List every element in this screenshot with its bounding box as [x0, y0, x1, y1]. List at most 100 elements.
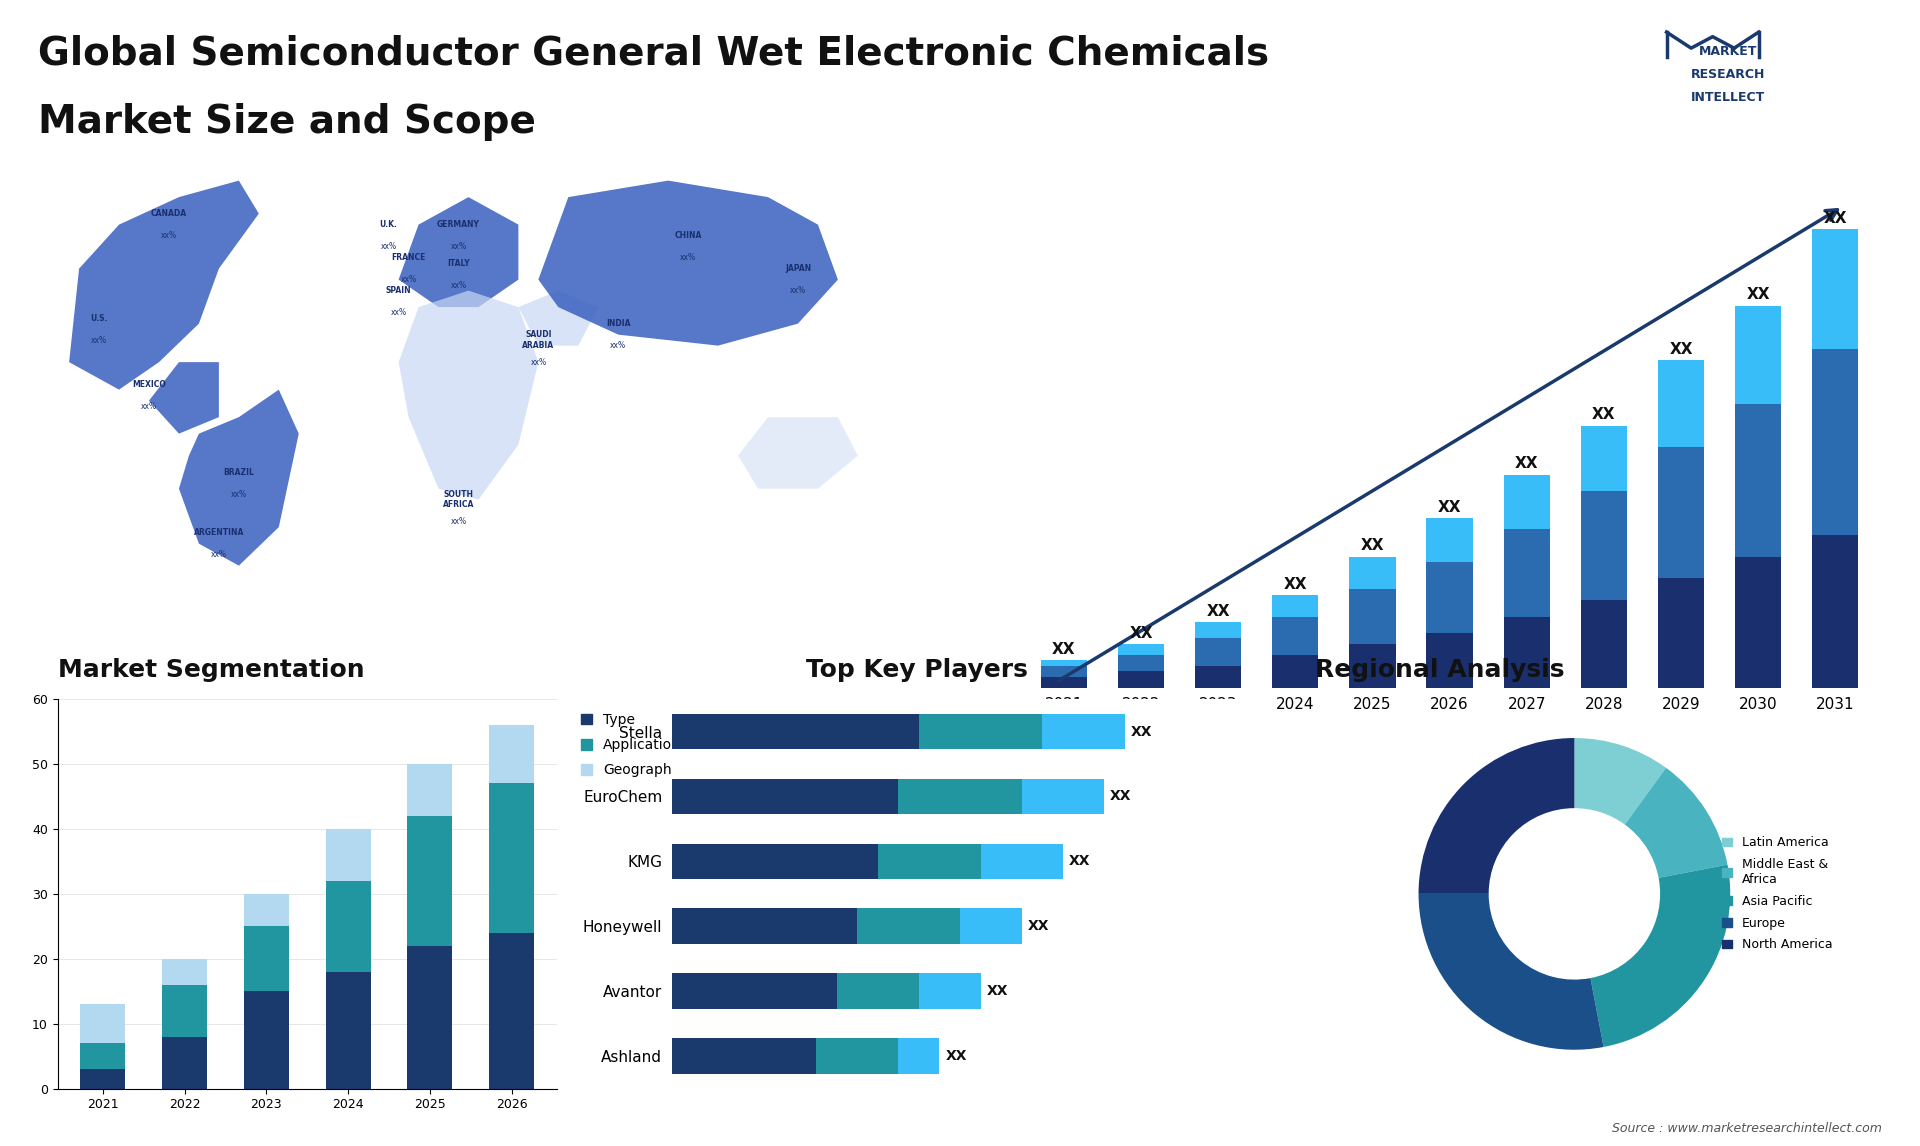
Text: BRAZIL: BRAZIL: [223, 468, 253, 477]
Bar: [816, 1038, 899, 1074]
Text: xx%: xx%: [611, 342, 626, 351]
Bar: [81, 1069, 125, 1089]
Bar: [672, 843, 877, 879]
Text: XX: XX: [1131, 724, 1152, 738]
Bar: [899, 778, 1021, 815]
Bar: [920, 714, 1043, 749]
Bar: [899, 1038, 939, 1074]
Text: Market Size and Scope: Market Size and Scope: [38, 103, 536, 141]
Bar: [981, 843, 1064, 879]
Bar: [407, 945, 453, 1089]
Bar: [1657, 447, 1705, 579]
Legend: Type, Application, Geography: Type, Application, Geography: [574, 706, 687, 784]
Wedge shape: [1419, 894, 1603, 1050]
Bar: [1273, 617, 1319, 654]
Bar: [1021, 778, 1104, 815]
Bar: [244, 926, 288, 991]
Polygon shape: [399, 197, 518, 307]
Bar: [326, 881, 371, 972]
Bar: [1427, 562, 1473, 633]
Bar: [81, 1043, 125, 1069]
Bar: [1041, 666, 1087, 676]
Text: xx%: xx%: [140, 401, 157, 410]
Bar: [1736, 403, 1782, 557]
Text: INDIA: INDIA: [607, 319, 630, 328]
Bar: [1657, 579, 1705, 688]
Text: XX: XX: [1515, 456, 1538, 471]
Polygon shape: [69, 181, 259, 390]
Bar: [1043, 714, 1125, 749]
Text: RESEARCH: RESEARCH: [1692, 68, 1764, 81]
Bar: [1580, 601, 1626, 688]
Polygon shape: [518, 291, 599, 346]
Bar: [490, 933, 534, 1089]
Text: U.K.: U.K.: [380, 220, 397, 229]
Text: JAPAN: JAPAN: [785, 264, 810, 273]
Bar: [161, 1037, 207, 1089]
Text: CANADA: CANADA: [152, 209, 186, 218]
Text: xx%: xx%: [451, 281, 467, 290]
Bar: [960, 909, 1021, 944]
Bar: [1812, 229, 1859, 350]
Text: XX: XX: [1110, 790, 1131, 803]
Bar: [837, 973, 920, 1010]
Text: xx%: xx%: [451, 517, 467, 526]
Bar: [1041, 676, 1087, 688]
Bar: [161, 959, 207, 984]
Bar: [244, 991, 288, 1089]
Bar: [161, 984, 207, 1037]
Bar: [920, 973, 981, 1010]
Bar: [326, 829, 371, 881]
Text: SAUDI
ARABIA: SAUDI ARABIA: [522, 330, 555, 350]
Text: SPAIN: SPAIN: [386, 286, 411, 296]
Bar: [1273, 654, 1319, 688]
Bar: [1503, 529, 1549, 617]
Bar: [672, 714, 920, 749]
Text: XX: XX: [1027, 919, 1050, 933]
Bar: [1350, 589, 1396, 644]
Wedge shape: [1419, 738, 1574, 894]
Bar: [672, 909, 856, 944]
Bar: [1427, 633, 1473, 688]
Text: MEXICO: MEXICO: [132, 379, 165, 388]
Bar: [1736, 557, 1782, 688]
Bar: [1657, 360, 1705, 447]
Wedge shape: [1624, 768, 1728, 878]
Bar: [1812, 350, 1859, 535]
Bar: [1273, 595, 1319, 617]
Text: ARGENTINA: ARGENTINA: [194, 528, 244, 537]
Text: XX: XX: [987, 984, 1008, 998]
Text: XX: XX: [1361, 539, 1384, 554]
Text: XX: XX: [1668, 342, 1693, 356]
Bar: [1117, 644, 1164, 654]
Text: Global Semiconductor General Wet Electronic Chemicals: Global Semiconductor General Wet Electro…: [38, 34, 1269, 72]
Text: XX: XX: [1129, 626, 1152, 641]
Bar: [1812, 535, 1859, 688]
Bar: [1736, 306, 1782, 403]
Bar: [1503, 617, 1549, 688]
Bar: [490, 784, 534, 933]
Bar: [1194, 638, 1242, 666]
Text: xx%: xx%: [789, 286, 806, 296]
Text: Source : www.marketresearchintellect.com: Source : www.marketresearchintellect.com: [1611, 1122, 1882, 1135]
Text: xx%: xx%: [530, 358, 547, 367]
Text: XX: XX: [1284, 576, 1308, 591]
Bar: [244, 894, 288, 926]
Polygon shape: [179, 390, 300, 566]
Polygon shape: [538, 181, 837, 346]
Bar: [1041, 660, 1087, 666]
Wedge shape: [1574, 738, 1667, 824]
Bar: [672, 1038, 816, 1074]
Bar: [1580, 425, 1626, 492]
Text: xx%: xx%: [680, 253, 697, 262]
Text: XX: XX: [1592, 407, 1615, 423]
Text: xx%: xx%: [401, 275, 417, 284]
Polygon shape: [399, 291, 538, 500]
Text: GERMANY: GERMANY: [438, 220, 480, 229]
Text: FRANCE: FRANCE: [392, 253, 426, 262]
Wedge shape: [1590, 865, 1730, 1047]
Text: XX: XX: [1052, 642, 1075, 657]
Text: Market Segmentation: Market Segmentation: [58, 658, 365, 682]
Bar: [1350, 644, 1396, 688]
Text: XX: XX: [1206, 604, 1231, 619]
